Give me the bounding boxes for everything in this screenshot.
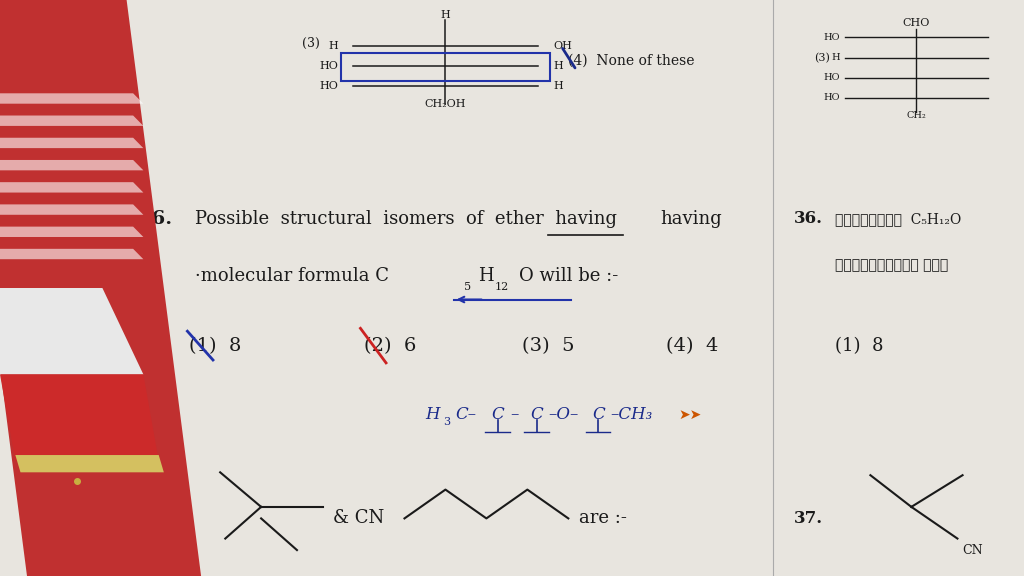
Text: –CH₃: –CH₃ <box>610 406 652 423</box>
Text: & CN: & CN <box>333 509 384 528</box>
Text: HO: HO <box>319 81 338 92</box>
Text: –: – <box>510 406 518 423</box>
Text: –O–: –O– <box>549 406 580 423</box>
Text: (3): (3) <box>302 37 319 50</box>
Text: C–: C– <box>456 406 477 423</box>
Text: C: C <box>530 406 543 423</box>
Text: H: H <box>831 53 840 62</box>
Polygon shape <box>0 138 143 148</box>
Text: CHO: CHO <box>903 18 930 28</box>
Text: (2)  6: (2) 6 <box>364 336 416 355</box>
Text: ➤➤: ➤➤ <box>679 408 702 422</box>
Text: H: H <box>328 41 338 51</box>
Text: C: C <box>592 406 604 423</box>
Text: are :-: are :- <box>579 509 627 528</box>
Polygon shape <box>0 160 143 170</box>
Text: HO: HO <box>823 73 840 82</box>
Text: 37.: 37. <box>794 510 822 527</box>
Text: OH: OH <box>553 41 571 51</box>
Text: CH₂OH: CH₂OH <box>425 98 466 109</box>
Text: HO: HO <box>319 61 338 71</box>
Text: (4)  4: (4) 4 <box>666 336 718 355</box>
Text: C: C <box>492 406 504 423</box>
Text: 12: 12 <box>495 282 509 292</box>
Polygon shape <box>0 249 143 259</box>
Text: संरचनात्मक समा: संरचनात्मक समा <box>835 258 948 272</box>
Polygon shape <box>0 288 143 374</box>
Text: H: H <box>440 10 451 20</box>
Text: 5: 5 <box>464 282 471 292</box>
Text: (4)  None of these: (4) None of these <box>568 54 695 67</box>
Polygon shape <box>0 93 143 104</box>
Text: O will be :-: O will be :- <box>519 267 618 286</box>
Text: (3)  5: (3) 5 <box>522 336 574 355</box>
Polygon shape <box>0 116 143 126</box>
Text: CN: CN <box>963 544 983 556</box>
Text: HO: HO <box>823 93 840 103</box>
Text: HO: HO <box>823 33 840 42</box>
Polygon shape <box>0 204 143 215</box>
Text: अणुसूत्र  C₅H₁₂O: अणुसूत्र C₅H₁₂O <box>835 212 961 226</box>
Text: H: H <box>425 406 439 423</box>
Text: CH₂: CH₂ <box>906 111 927 120</box>
Polygon shape <box>0 374 159 461</box>
Text: having: having <box>660 210 722 228</box>
Polygon shape <box>0 226 143 237</box>
Text: Possible  structural  isomers  of  ether  having: Possible structural isomers of ether hav… <box>195 210 616 228</box>
Text: 3: 3 <box>443 417 451 427</box>
Polygon shape <box>0 182 143 192</box>
Text: H: H <box>553 81 563 92</box>
Text: H: H <box>478 267 494 286</box>
Polygon shape <box>15 455 164 472</box>
Text: H: H <box>553 61 563 71</box>
Text: 36.: 36. <box>138 210 172 228</box>
Text: (1)  8: (1) 8 <box>189 336 242 355</box>
Text: (1)  8: (1) 8 <box>835 336 883 355</box>
Polygon shape <box>0 0 205 576</box>
Text: 36.: 36. <box>794 210 822 228</box>
Text: 37.: 37. <box>138 509 170 528</box>
Text: (3): (3) <box>814 52 830 63</box>
Text: ·molecular formula C: ·molecular formula C <box>195 267 388 286</box>
